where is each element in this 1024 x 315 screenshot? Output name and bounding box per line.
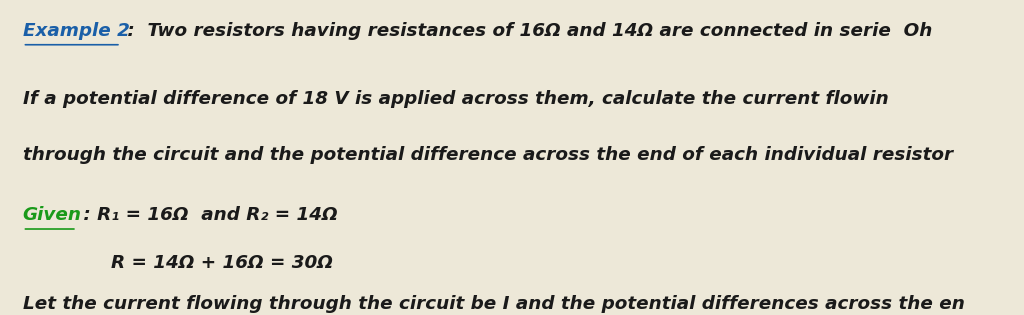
Text: through the circuit and the potential difference across the end of each individu: through the circuit and the potential di…: [23, 146, 952, 164]
Text: : R₁ = 16Ω  and R₂ = 14Ω: : R₁ = 16Ω and R₂ = 14Ω: [77, 206, 338, 224]
Text: Example 2: Example 2: [23, 22, 129, 40]
Text: If a potential difference of 18 V is applied across them, calculate the current : If a potential difference of 18 V is app…: [23, 90, 888, 108]
Text: Given: Given: [23, 206, 82, 224]
Text: :  Two resistors having resistances of 16Ω and 14Ω are connected in serie  Oh: : Two resistors having resistances of 16…: [121, 22, 932, 40]
Text: R = 14Ω + 16Ω = 30Ω: R = 14Ω + 16Ω = 30Ω: [111, 254, 333, 272]
Text: Let the current flowing through the circuit be I and the potential differences a: Let the current flowing through the circ…: [23, 295, 965, 312]
